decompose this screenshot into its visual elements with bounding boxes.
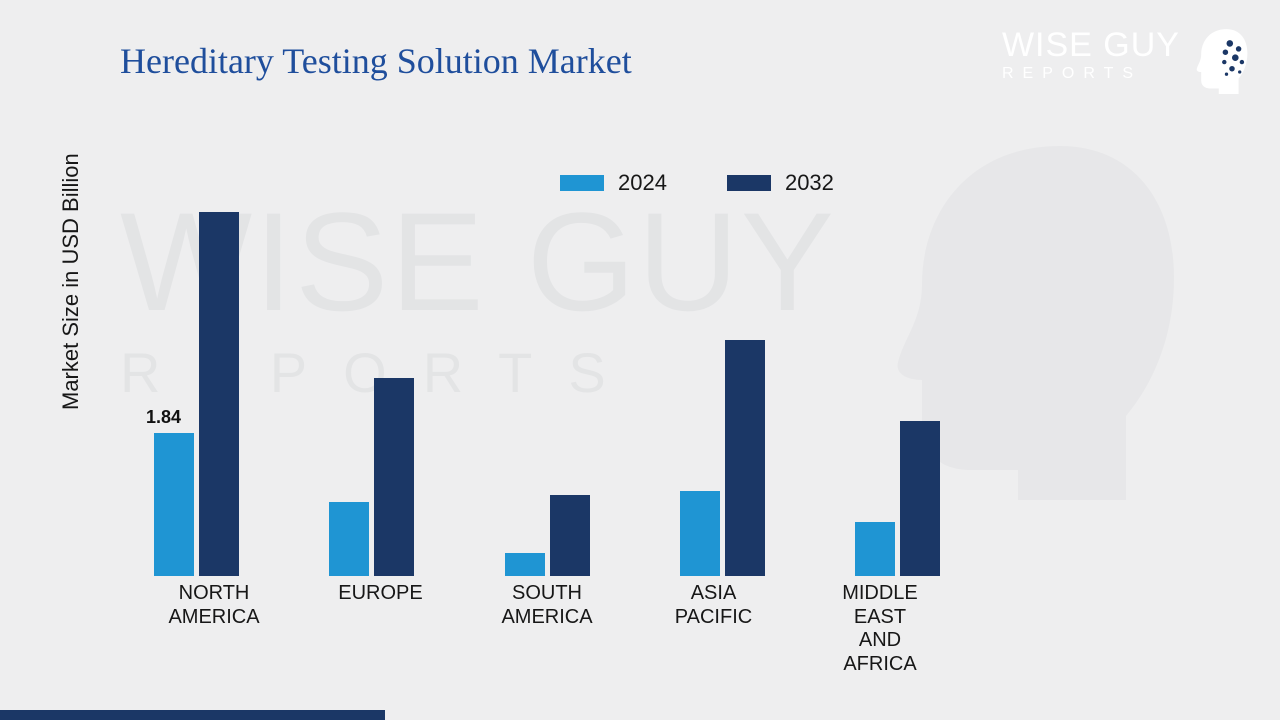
logo-main: WISE GUY bbox=[1002, 28, 1180, 62]
legend-item-2032: 2032 bbox=[727, 170, 834, 196]
bar bbox=[725, 340, 765, 576]
bar-value-label: 1.84 bbox=[146, 407, 181, 428]
bar-chart: Market Size in USD Billion 2024 2032 1.8… bbox=[90, 150, 960, 710]
bar bbox=[855, 522, 895, 576]
legend-label: 2032 bbox=[785, 170, 834, 196]
legend: 2024 2032 bbox=[560, 170, 834, 196]
y-axis-label: Market Size in USD Billion bbox=[58, 153, 84, 410]
bar-group bbox=[680, 340, 765, 576]
logo-head-icon bbox=[1192, 28, 1250, 94]
bar bbox=[900, 421, 940, 576]
x-axis-label: ASIAPACIFIC bbox=[654, 582, 774, 676]
x-axis-label: MIDDLEEASTANDAFRICA bbox=[820, 582, 940, 676]
brand-band bbox=[960, 0, 1280, 720]
bar bbox=[505, 553, 545, 576]
bar-group: 1.84 bbox=[154, 212, 239, 576]
bar bbox=[680, 491, 720, 576]
page: WISE GUY REPORTS WISE GUY REPORTS bbox=[0, 0, 1280, 720]
bar bbox=[154, 433, 194, 576]
legend-swatch bbox=[560, 175, 604, 191]
plot-area: 1.84 bbox=[134, 204, 960, 576]
bar-group bbox=[855, 421, 940, 576]
brand-logo: WISE GUY REPORTS bbox=[1002, 28, 1250, 94]
x-axis-label: SOUTHAMERICA bbox=[487, 582, 607, 676]
bar bbox=[374, 378, 414, 576]
legend-label: 2024 bbox=[618, 170, 667, 196]
bar bbox=[550, 495, 590, 576]
x-axis-label: NORTHAMERICA bbox=[154, 582, 274, 676]
bar-group bbox=[505, 495, 590, 576]
legend-swatch bbox=[727, 175, 771, 191]
legend-item-2024: 2024 bbox=[560, 170, 667, 196]
footer-strip bbox=[0, 710, 385, 720]
chart-title: Hereditary Testing Solution Market bbox=[120, 40, 632, 82]
bar bbox=[199, 212, 239, 576]
bar bbox=[329, 502, 369, 576]
logo-text: WISE GUY REPORTS bbox=[1002, 28, 1180, 82]
x-axis-label: EUROPE bbox=[321, 582, 441, 676]
bar-group bbox=[329, 378, 414, 576]
x-axis-labels: NORTHAMERICA EUROPE SOUTHAMERICA ASIAPACIFI… bbox=[134, 582, 960, 676]
logo-sub: REPORTS bbox=[1002, 66, 1180, 82]
